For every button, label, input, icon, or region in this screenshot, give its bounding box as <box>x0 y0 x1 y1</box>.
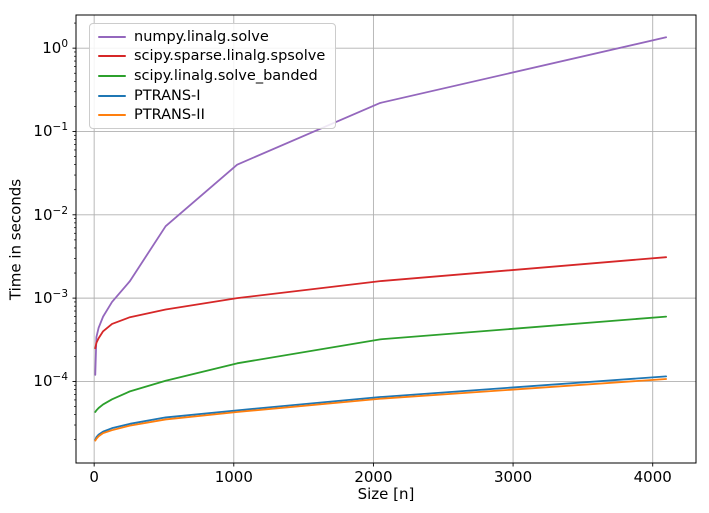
legend-item: PTRANS-I <box>98 86 325 106</box>
legend-label: scipy.linalg.solve_banded <box>134 67 318 84</box>
y-tick-exponent: −2 <box>52 204 68 217</box>
series-lines <box>94 36 668 442</box>
legend-line-swatch <box>98 55 126 58</box>
legend-label: PTRANS-I <box>134 87 201 104</box>
y-tick-base: 10 <box>33 122 53 141</box>
legend-label: scipy.sparse.linalg.spsolve <box>134 48 326 65</box>
y-tick-label: 10−4 <box>24 371 68 391</box>
x-tick-label: 4000 <box>633 468 672 486</box>
legend-line-swatch <box>98 35 126 38</box>
series-line-scipy-sparse-linalg-spsolve <box>94 256 668 350</box>
y-tick-base: 10 <box>42 39 62 58</box>
legend-item: scipy.linalg.solve_banded <box>98 66 325 86</box>
y-tick-exponent: −3 <box>52 288 68 301</box>
legend-line-swatch <box>98 114 126 117</box>
legend-label: PTRANS-II <box>134 107 205 124</box>
y-tick-label: 10−1 <box>24 121 68 141</box>
y-tick-exponent: −4 <box>52 371 68 384</box>
y-tick-label: 10−2 <box>24 205 68 225</box>
y-tick-base: 10 <box>33 372 53 391</box>
x-tick-label: 1000 <box>214 468 253 486</box>
legend-item: PTRANS-II <box>98 105 325 125</box>
legend-item: scipy.sparse.linalg.spsolve <box>98 47 325 67</box>
series-line-ptrans-ii <box>94 378 668 442</box>
series-line-ptrans-i <box>94 375 668 441</box>
y-tick-exponent: 0 <box>61 38 68 51</box>
y-axis-label: Time in seconds <box>6 178 25 301</box>
x-tick-label: 2000 <box>354 468 393 486</box>
plot-border <box>75 14 697 464</box>
y-tick-label: 10−3 <box>24 288 68 308</box>
x-tick-label: 3000 <box>493 468 533 486</box>
legend-line-swatch <box>98 74 126 77</box>
series-line-scipy-linalg-solve-banded <box>94 315 668 413</box>
y-tick-label: 100 <box>24 38 68 58</box>
legend-line-swatch <box>98 94 126 97</box>
x-axis-label: Size [n] <box>357 485 415 503</box>
legend-item: numpy.linalg.solve <box>98 27 325 47</box>
x-tick-label: 0 <box>89 468 99 486</box>
y-tick-base: 10 <box>33 289 53 308</box>
legend: numpy.linalg.solve scipy.sparse.linalg.s… <box>89 23 337 129</box>
y-tick-exponent: −1 <box>52 121 68 134</box>
y-tick-base: 10 <box>33 205 53 224</box>
series-line-numpy-linalg-solve <box>94 36 668 376</box>
legend-label: numpy.linalg.solve <box>134 28 269 45</box>
